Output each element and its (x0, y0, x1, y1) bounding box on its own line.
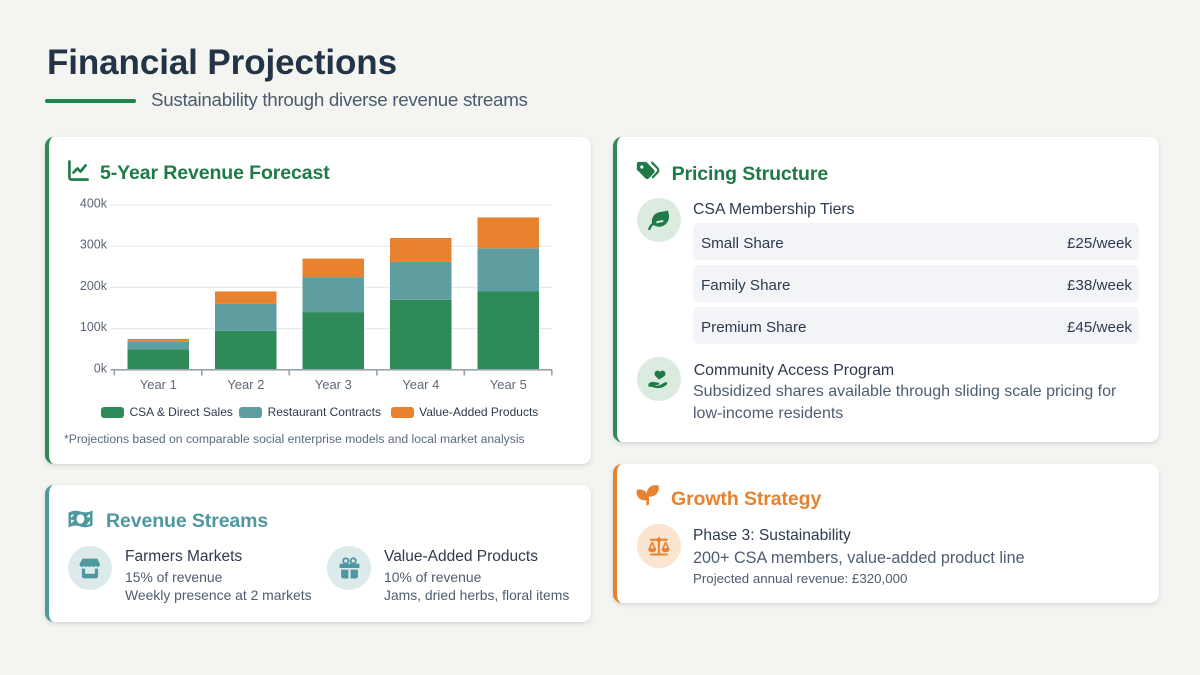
svg-text:Year 4: Year 4 (402, 377, 439, 392)
svg-text:Year 2: Year 2 (227, 377, 264, 392)
svg-text:0k: 0k (94, 361, 108, 375)
svg-text:300k: 300k (80, 238, 108, 252)
svg-text:Year 1: Year 1 (140, 377, 177, 392)
svg-text:100k: 100k (80, 320, 108, 334)
svg-text:400k: 400k (80, 197, 108, 211)
svg-text:Year 5: Year 5 (490, 377, 527, 392)
svg-text:Year 3: Year 3 (315, 377, 352, 392)
svg-text:200k: 200k (80, 279, 108, 293)
